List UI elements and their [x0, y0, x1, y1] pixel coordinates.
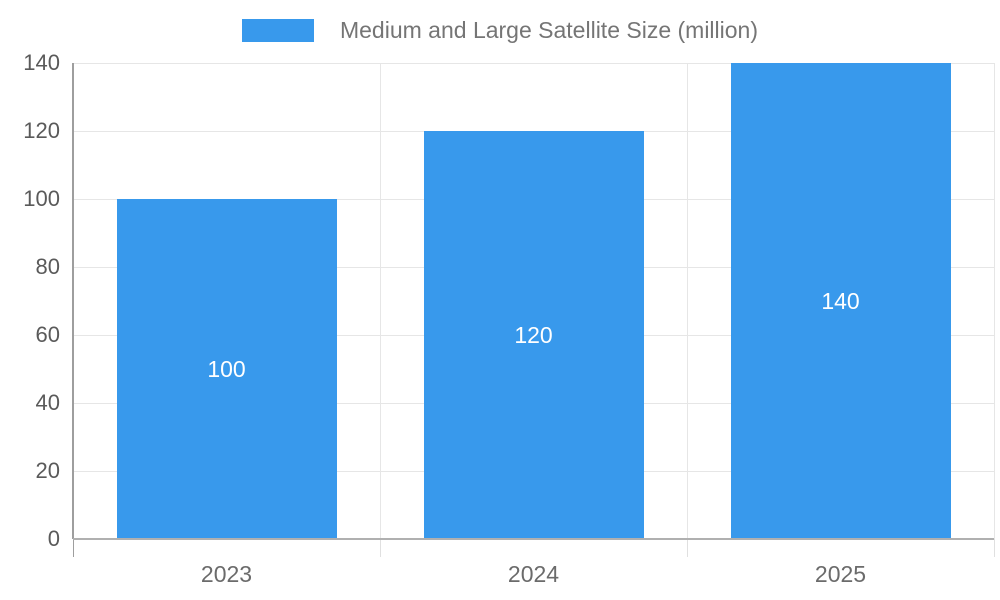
bar-2024 — [423, 131, 644, 539]
y-axis-tick-label: 60 — [35, 322, 60, 347]
legend-label: Medium and Large Satellite Size (million… — [339, 17, 759, 43]
gridline-vertical — [686, 63, 688, 539]
bar-value-label: 140 — [821, 288, 860, 314]
x-axis-category-label: 2025 — [814, 561, 867, 587]
x-axis-tick — [686, 539, 688, 557]
x-axis-line — [73, 538, 994, 540]
y-axis-tick-label: 80 — [35, 254, 60, 279]
y-axis-tick-label: 0 — [47, 526, 60, 551]
bar-value-label: 120 — [514, 322, 553, 348]
bar-value-label: 100 — [207, 356, 246, 382]
gridline-vertical — [379, 63, 381, 539]
gridline-horizontal — [73, 62, 994, 64]
x-axis-tick — [379, 539, 381, 557]
y-axis-tick-label: 140 — [23, 50, 60, 75]
bar-2025 — [730, 63, 951, 539]
y-axis-tick-label: 40 — [35, 390, 60, 415]
x-axis-tick — [72, 539, 74, 557]
gridline-vertical — [993, 63, 995, 539]
y-axis-tick-label: 20 — [35, 458, 60, 483]
legend: Medium and Large Satellite Size (million… — [0, 17, 1000, 43]
legend-swatch — [241, 18, 314, 42]
y-axis-line — [72, 63, 74, 539]
y-axis-tick-label: 100 — [23, 186, 60, 211]
x-axis-category-label: 2024 — [507, 561, 560, 587]
x-axis-tick — [993, 539, 995, 557]
y-axis-tick-label: 120 — [23, 118, 60, 143]
bar-2023 — [116, 199, 337, 539]
x-axis-category-label: 2023 — [200, 561, 253, 587]
